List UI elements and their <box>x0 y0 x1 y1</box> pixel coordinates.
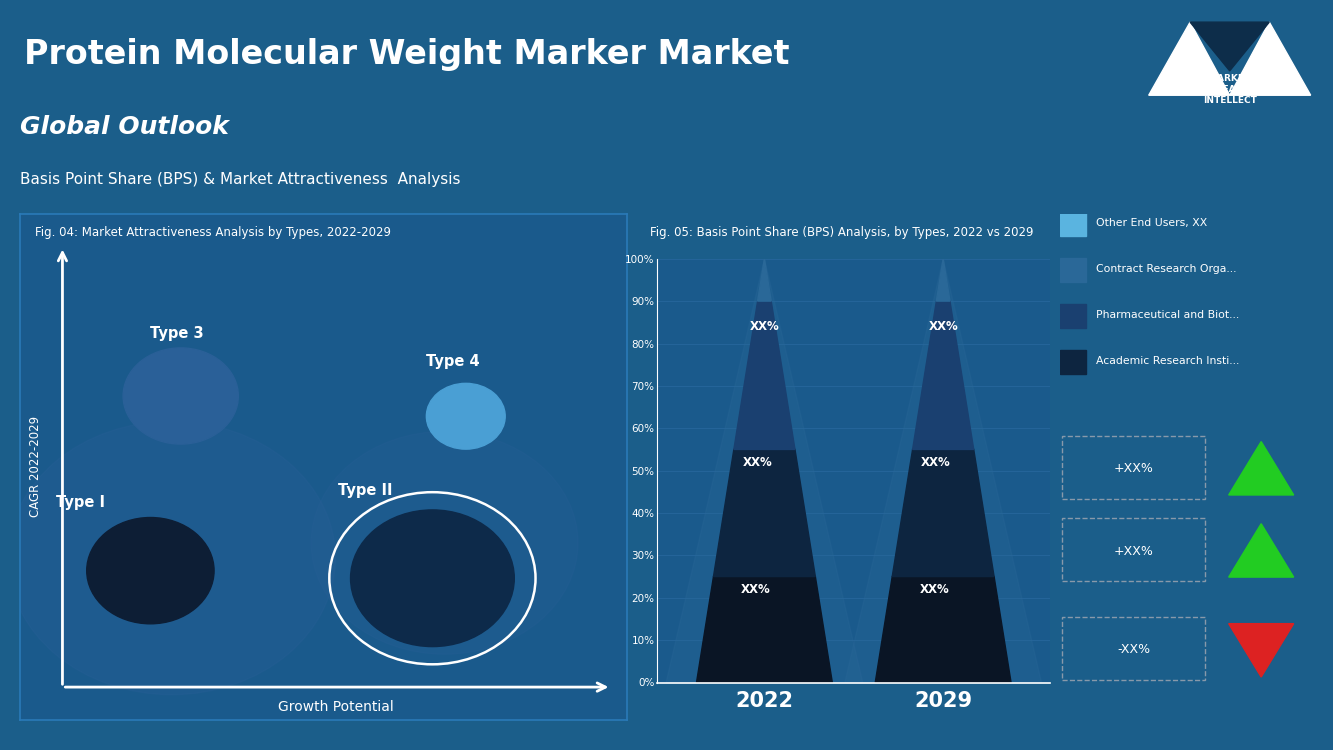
Polygon shape <box>666 259 862 682</box>
Polygon shape <box>936 259 950 301</box>
Polygon shape <box>1229 524 1293 577</box>
Polygon shape <box>1230 22 1310 95</box>
Polygon shape <box>713 449 816 577</box>
Polygon shape <box>757 259 772 301</box>
Text: Basis Point Share (BPS) & Market Attractiveness  Analysis: Basis Point Share (BPS) & Market Attract… <box>20 172 461 187</box>
Text: +XX%: +XX% <box>1114 463 1154 476</box>
Text: +XX%: +XX% <box>1114 544 1154 557</box>
Text: Type I: Type I <box>56 495 105 510</box>
Circle shape <box>87 518 215 624</box>
Text: Type 3: Type 3 <box>151 326 204 340</box>
Bar <box>1060 258 1086 282</box>
Text: Fig. 05: Basis Point Share (BPS) Analysis, by Types, 2022 vs 2029: Fig. 05: Basis Point Share (BPS) Analysi… <box>651 226 1033 239</box>
Text: Global Outlook: Global Outlook <box>20 116 229 140</box>
Polygon shape <box>1229 442 1293 495</box>
Text: Fig. 04: Market Attractiveness Analysis by Types, 2022-2029: Fig. 04: Market Attractiveness Analysis … <box>35 226 391 239</box>
Polygon shape <box>876 577 1012 682</box>
Text: -XX%: -XX% <box>1117 644 1150 656</box>
Bar <box>1060 304 1086 328</box>
Text: XX%: XX% <box>742 456 772 469</box>
Circle shape <box>8 422 336 694</box>
Text: MARKET
RESEARCH
INTELLECT: MARKET RESEARCH INTELLECT <box>1202 74 1257 105</box>
Text: XX%: XX% <box>928 320 958 333</box>
Polygon shape <box>696 577 832 682</box>
Polygon shape <box>734 301 794 449</box>
Text: Other End Users, XX: Other End Users, XX <box>1096 218 1208 228</box>
Text: Contract Research Orga...: Contract Research Orga... <box>1096 264 1237 274</box>
Text: XX%: XX% <box>749 320 780 333</box>
Circle shape <box>351 510 515 646</box>
Text: XX%: XX% <box>741 583 770 596</box>
Circle shape <box>311 431 579 654</box>
Circle shape <box>427 383 505 449</box>
Text: Growth Potential: Growth Potential <box>277 700 393 714</box>
Text: Type 4: Type 4 <box>427 353 480 368</box>
Text: Type II: Type II <box>339 483 393 498</box>
Bar <box>1060 212 1086 236</box>
Bar <box>1060 350 1086 374</box>
Text: Academic Research Insti...: Academic Research Insti... <box>1096 356 1240 366</box>
Polygon shape <box>1229 624 1293 677</box>
Text: XX%: XX% <box>921 456 950 469</box>
Polygon shape <box>845 259 1041 682</box>
Polygon shape <box>892 449 994 577</box>
Polygon shape <box>1149 22 1230 95</box>
Text: Pharmaceutical and Biot...: Pharmaceutical and Biot... <box>1096 310 1240 320</box>
Polygon shape <box>1190 22 1269 71</box>
Text: Protein Molecular Weight Marker Market: Protein Molecular Weight Marker Market <box>24 38 789 71</box>
Text: XX%: XX% <box>920 583 949 596</box>
Text: CAGR 2022-2029: CAGR 2022-2029 <box>28 416 41 518</box>
Circle shape <box>123 348 239 444</box>
Polygon shape <box>913 301 973 449</box>
